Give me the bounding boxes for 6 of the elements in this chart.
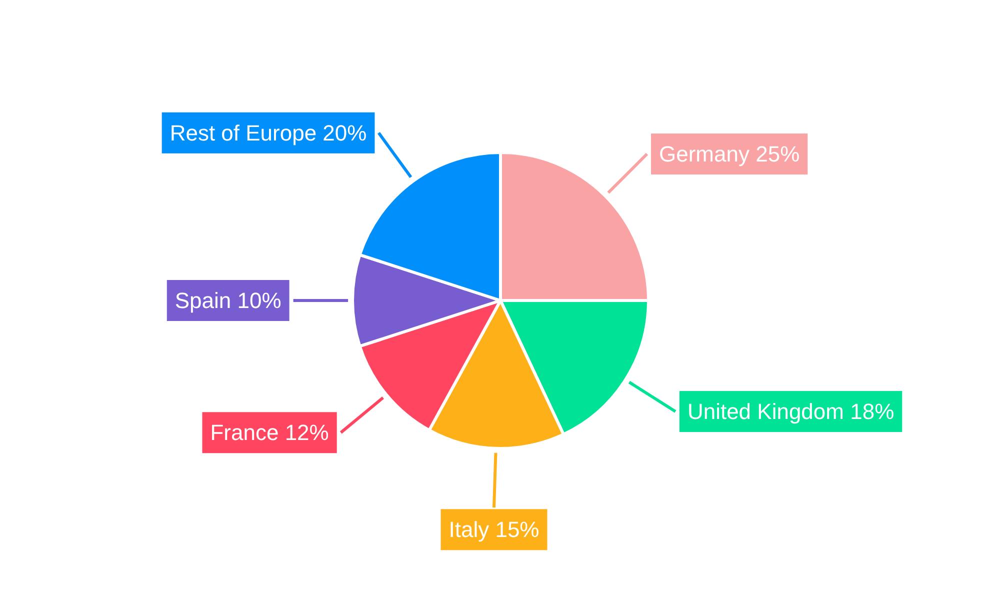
- slice-label: Rest of Europe 20%: [170, 120, 367, 146]
- slice-label: Spain 10%: [174, 288, 282, 313]
- slice-label: France 12%: [210, 420, 329, 446]
- slice-label: Germany 25%: [659, 141, 800, 166]
- slice-label: Italy 15%: [448, 517, 540, 542]
- slice-label: United Kingdom 18%: [687, 399, 894, 424]
